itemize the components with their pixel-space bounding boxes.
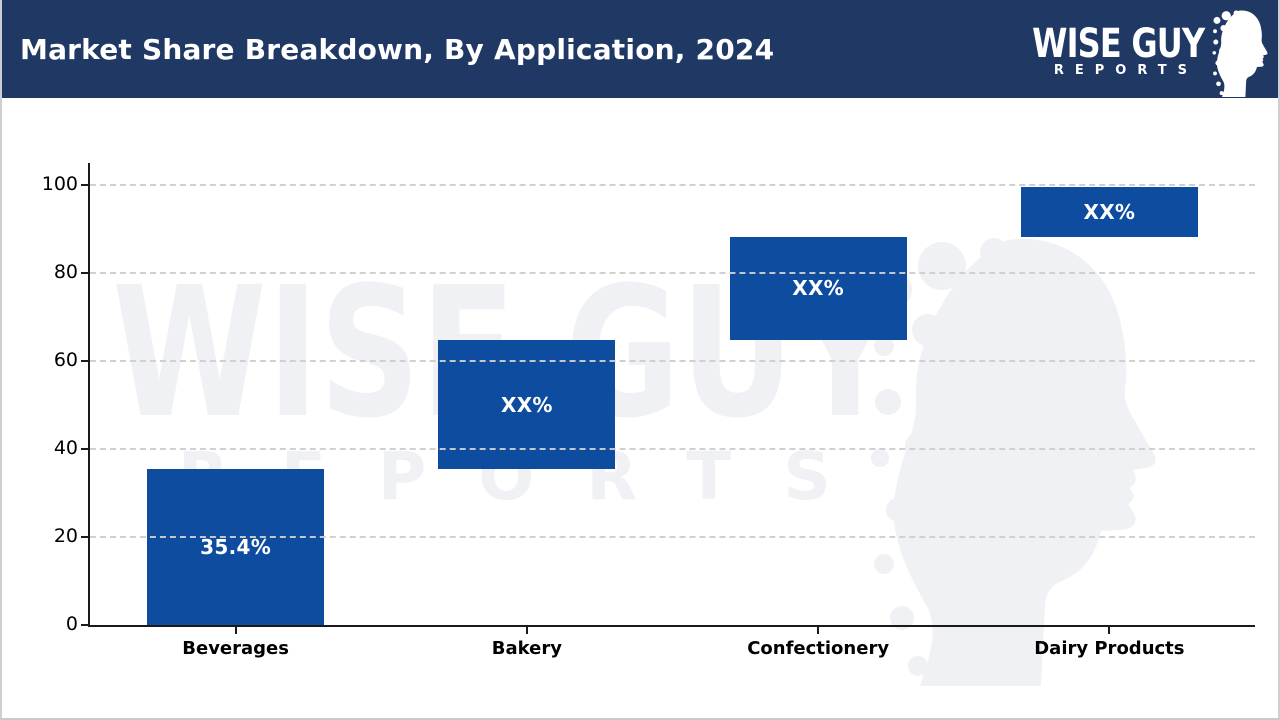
y-tick-mark: [81, 536, 89, 538]
y-tick-label: 100: [41, 173, 78, 195]
y-tick-label: 40: [53, 437, 78, 459]
y-tick-mark: [81, 272, 89, 274]
bar-beverages: 35.4%: [147, 469, 325, 625]
brand-logo: WISE GUY REPORTS: [1032, 6, 1272, 97]
bar-value-label: XX%: [500, 392, 553, 417]
y-tick-label: 80: [53, 261, 78, 283]
report-title: Market Share Breakdown, By Application, …: [20, 32, 775, 66]
x-tick-mark: [525, 627, 528, 634]
x-category-label: Dairy Products: [1034, 638, 1185, 659]
y-tick-label: 20: [53, 525, 78, 547]
bar-value-label: 35.4%: [200, 535, 272, 560]
y-tick-mark: [81, 448, 89, 450]
report-header: Market Share Breakdown, By Application, …: [2, 0, 1278, 98]
x-axis-spine: [88, 625, 1255, 627]
x-tick-mark: [817, 627, 820, 634]
y-tick-label: 0: [65, 613, 78, 635]
y-axis-spine: [88, 163, 90, 627]
bar-dairy-products: XX%: [1020, 187, 1198, 237]
logo-subtext: REPORTS: [1053, 63, 1198, 78]
y-tick-mark: [81, 184, 89, 186]
x-tick-mark: [234, 627, 237, 634]
bar-value-label: XX%: [1083, 200, 1136, 225]
y-gridline: [90, 448, 1255, 450]
x-category-label: Bakery: [491, 638, 562, 659]
y-tick-mark: [81, 360, 89, 362]
y-tick-label: 60: [53, 349, 78, 371]
y-gridline: [90, 360, 1255, 362]
x-category-label: Beverages: [182, 638, 289, 659]
bar-confectionery: XX%: [729, 236, 907, 340]
logo-wordmark: WISE GUY: [1031, 21, 1205, 67]
bar-value-label: XX%: [792, 276, 845, 301]
x-category-label: Confectionery: [747, 638, 890, 659]
x-tick-mark: [1108, 627, 1111, 634]
y-gridline: [90, 184, 1255, 186]
y-gridline: [90, 536, 1255, 538]
y-tick-mark: [81, 624, 89, 626]
y-gridline: [90, 272, 1255, 274]
